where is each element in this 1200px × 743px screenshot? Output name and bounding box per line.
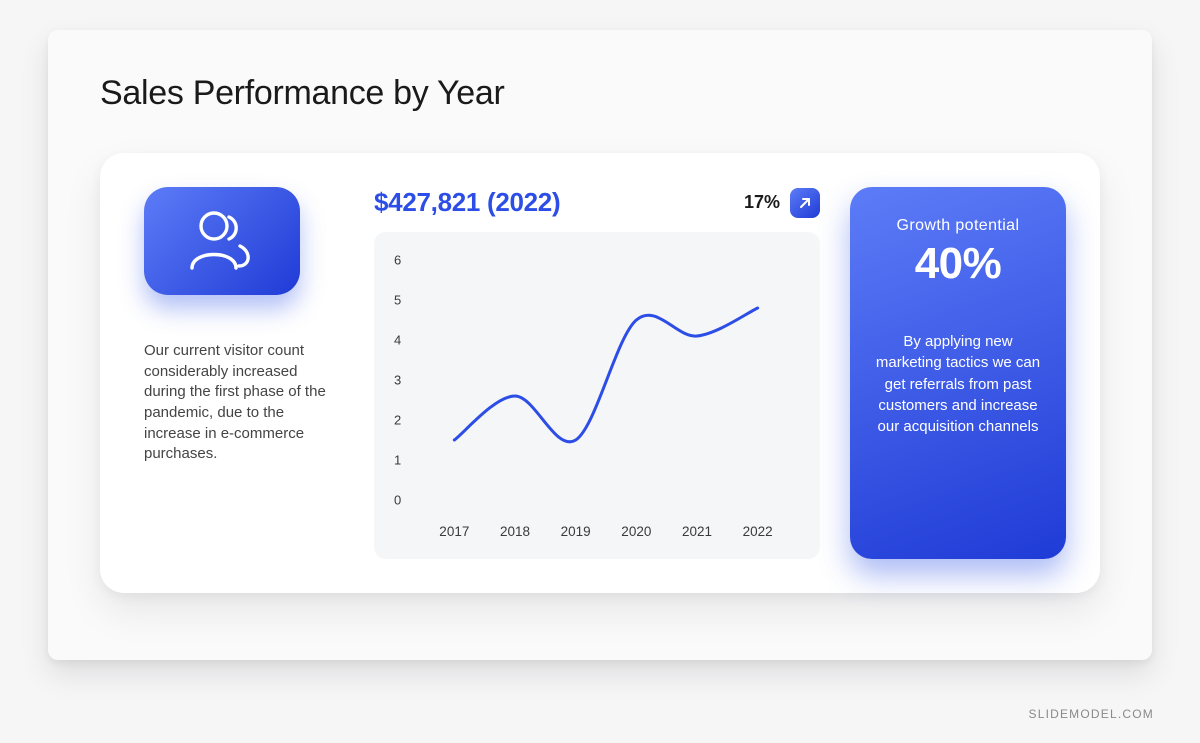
watermark: SLIDEMODEL.COM — [1029, 707, 1155, 721]
left-column-body: Our current visitor count considerably i… — [144, 341, 339, 465]
left-column: Our current visitor count considerably i… — [144, 187, 350, 559]
right-column: Growth potential 40% By applying new mar… — [850, 187, 1066, 559]
growth-label: Growth potential — [897, 217, 1020, 235]
line-chart: 0123456201720182019202020212022 — [374, 232, 820, 559]
people-icon — [182, 208, 262, 274]
middle-column: $427,821 (2022) 17% 0123456201720182 — [374, 187, 826, 559]
slide-title: Sales Performance by Year — [100, 74, 1100, 113]
arrow-up-right-icon — [790, 188, 820, 218]
trend-pct: 17% — [744, 192, 780, 213]
chart-line — [380, 252, 798, 545]
growth-body: By applying new marketing tactics we can… — [870, 331, 1046, 437]
slide-card: Sales Performance by Year Our current vi… — [48, 30, 1152, 660]
headline-row: $427,821 (2022) 17% — [374, 187, 820, 218]
trend-badge: 17% — [744, 188, 820, 218]
growth-card: Growth potential 40% By applying new mar… — [850, 187, 1066, 559]
headline-value: $427,821 (2022) — [374, 187, 560, 218]
growth-value: 40% — [915, 239, 1002, 289]
people-icon-tile — [144, 187, 300, 295]
content-card: Our current visitor count considerably i… — [100, 153, 1100, 593]
